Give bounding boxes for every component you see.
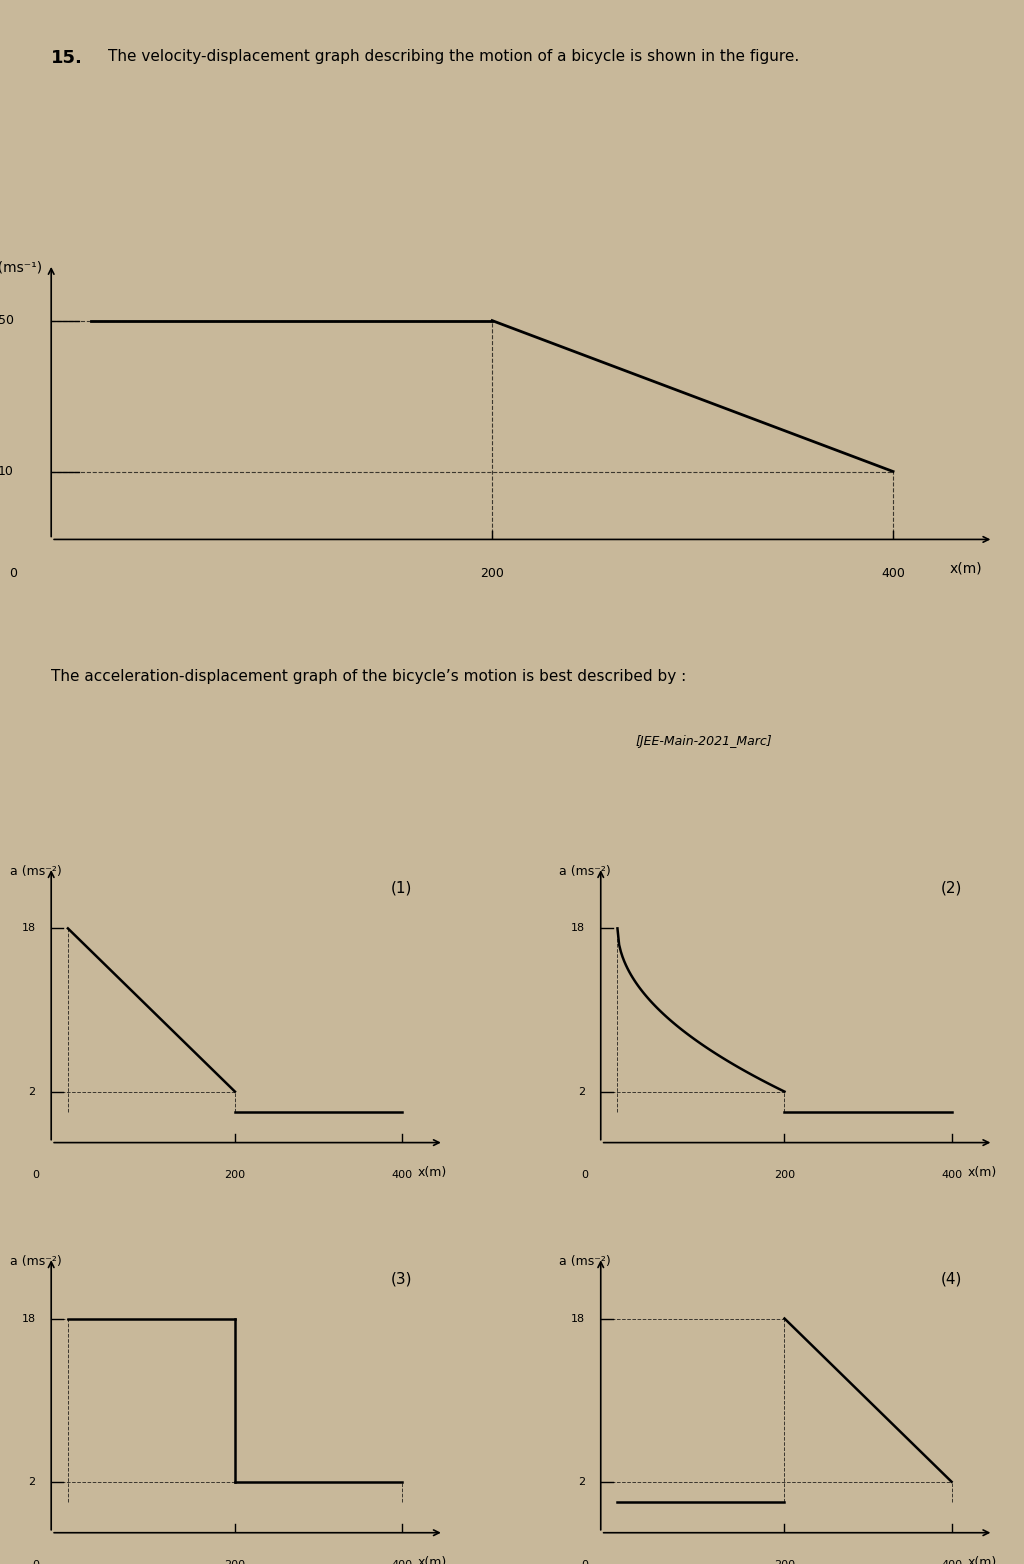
Text: 10: 10 (0, 465, 13, 479)
Text: (2): (2) (940, 881, 962, 896)
Text: [JEE-Main-2021_Marc]: [JEE-Main-2021_Marc] (635, 735, 772, 748)
Text: 18: 18 (22, 1314, 36, 1323)
Text: 200: 200 (480, 568, 504, 580)
Text: a (ms⁻²): a (ms⁻²) (559, 865, 611, 877)
Text: x(m): x(m) (418, 1556, 447, 1564)
Text: a (ms⁻²): a (ms⁻²) (9, 865, 61, 877)
Text: (4): (4) (940, 1272, 962, 1286)
Text: x(m): x(m) (968, 1556, 996, 1564)
Text: The acceleration-displacement graph of the bicycle’s motion is best described by: The acceleration-displacement graph of t… (51, 669, 686, 683)
Text: 0: 0 (582, 1170, 589, 1181)
Text: v (ms⁻¹): v (ms⁻¹) (0, 260, 42, 274)
Text: 2: 2 (578, 1087, 585, 1096)
Text: x(m): x(m) (950, 561, 983, 576)
Text: 0: 0 (9, 568, 17, 580)
Text: The velocity-displacement graph describing the motion of a bicycle is shown in t: The velocity-displacement graph describi… (108, 48, 799, 64)
Text: x(m): x(m) (418, 1165, 447, 1179)
Text: 18: 18 (571, 1314, 585, 1323)
Text: 2: 2 (578, 1476, 585, 1487)
Text: 0: 0 (32, 1561, 39, 1564)
Text: (3): (3) (391, 1272, 413, 1286)
Text: 200: 200 (224, 1170, 246, 1181)
Text: 200: 200 (774, 1561, 795, 1564)
Text: a (ms⁻²): a (ms⁻²) (9, 1254, 61, 1268)
Text: 50: 50 (0, 314, 13, 327)
Text: 200: 200 (224, 1561, 246, 1564)
Text: (1): (1) (391, 881, 413, 896)
Text: x(m): x(m) (968, 1165, 996, 1179)
Text: 400: 400 (941, 1170, 963, 1181)
Text: 400: 400 (881, 568, 905, 580)
Text: 400: 400 (941, 1561, 963, 1564)
Text: 15.: 15. (51, 48, 83, 67)
Text: 400: 400 (391, 1170, 413, 1181)
Text: 18: 18 (571, 923, 585, 934)
Text: a (ms⁻²): a (ms⁻²) (559, 1254, 611, 1268)
Text: 0: 0 (582, 1561, 589, 1564)
Text: 200: 200 (774, 1170, 795, 1181)
Text: 0: 0 (32, 1170, 39, 1181)
Text: 400: 400 (391, 1561, 413, 1564)
Text: 18: 18 (22, 923, 36, 934)
Text: 2: 2 (29, 1087, 36, 1096)
Text: 2: 2 (29, 1476, 36, 1487)
